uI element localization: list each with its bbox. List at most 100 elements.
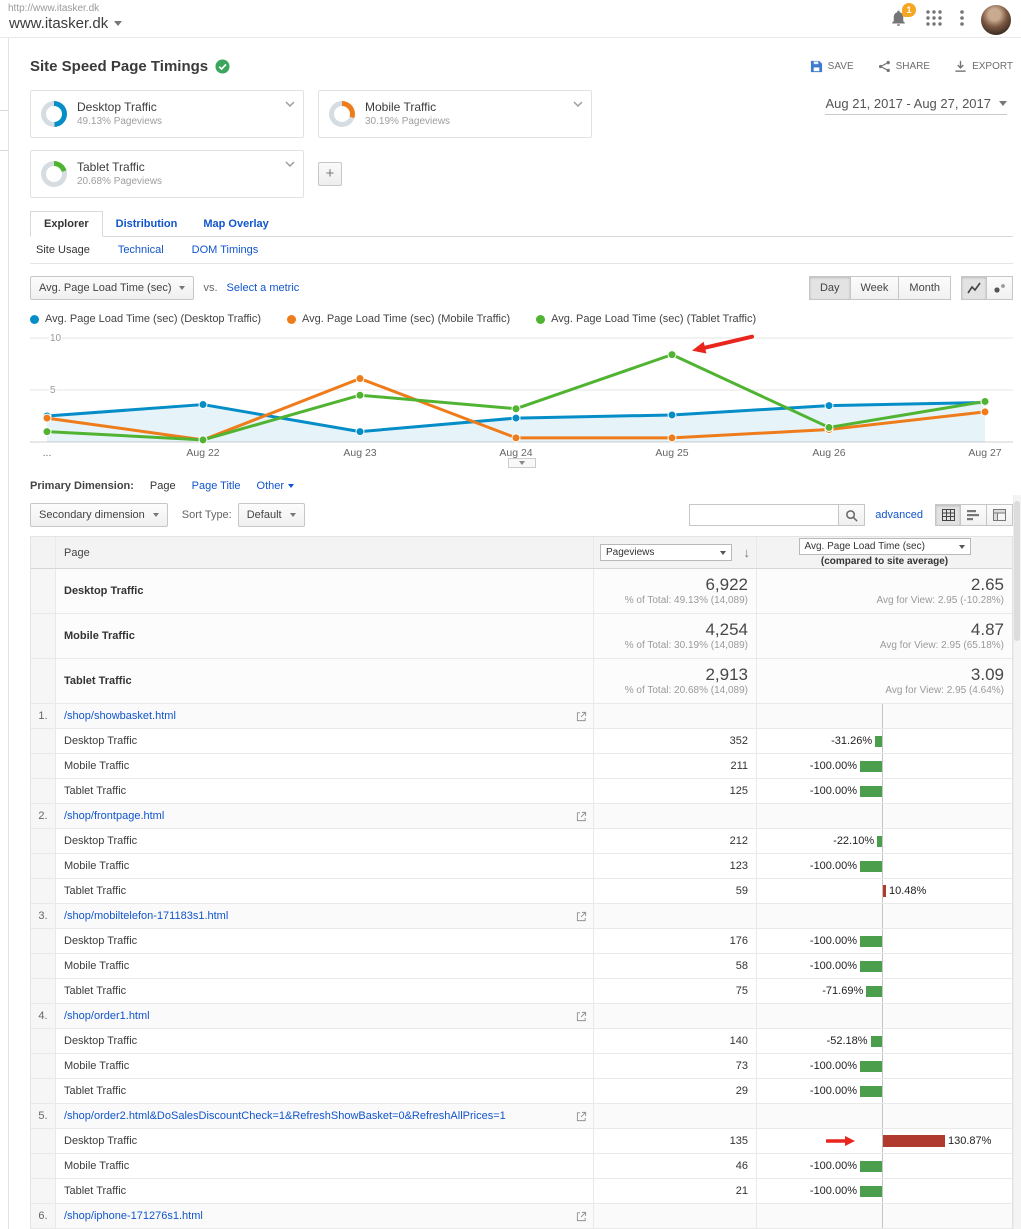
more-menu-button[interactable] bbox=[960, 9, 964, 31]
search-button[interactable] bbox=[839, 504, 866, 526]
dimension-other[interactable]: Other bbox=[257, 480, 295, 492]
pageviews-percent-of-total: % of Total: 20.68% (14,089) bbox=[624, 685, 748, 697]
comparison-view-button[interactable] bbox=[961, 504, 987, 526]
load-time-metric-selector[interactable]: Avg. Page Load Time (sec) bbox=[798, 538, 971, 555]
report-tabs: Explorer Distribution Map Overlay bbox=[30, 210, 1013, 237]
segment-name: Desktop Traffic bbox=[77, 99, 157, 114]
pivot-view-icon bbox=[993, 509, 1006, 521]
segment-row: Tablet Traffic 59 10.48% bbox=[31, 879, 1012, 904]
table-search-input[interactable] bbox=[689, 504, 840, 526]
vertical-scrollbar[interactable] bbox=[1013, 495, 1021, 1229]
granularity-month-button[interactable]: Month bbox=[899, 276, 951, 300]
scrollbar-thumb[interactable] bbox=[1014, 501, 1020, 641]
share-button[interactable]: SHARE bbox=[878, 60, 930, 73]
page-link[interactable]: /shop/showbasket.html bbox=[64, 710, 176, 722]
dimension-page-title[interactable]: Page Title bbox=[191, 480, 241, 492]
pageviews-value: 140 bbox=[729, 1035, 748, 1047]
chart-expander[interactable] bbox=[507, 458, 536, 468]
sort-descending-icon[interactable]: ↓ bbox=[743, 545, 751, 560]
delta-bar bbox=[883, 885, 886, 897]
nav-rail-divider bbox=[0, 150, 8, 151]
row-index bbox=[31, 1129, 56, 1153]
page-link[interactable]: /shop/mobiltelefon-171183s1.html bbox=[64, 910, 229, 922]
notifications-button[interactable]: 1 bbox=[889, 2, 916, 33]
subtab-site-usage[interactable]: Site Usage bbox=[36, 244, 90, 256]
row-index bbox=[31, 879, 56, 903]
sort-type-selector[interactable]: Default bbox=[237, 503, 305, 527]
pivot-view-button[interactable] bbox=[987, 504, 1013, 526]
avatar[interactable] bbox=[981, 5, 1011, 35]
pageviews-metric-selector[interactable]: Pageviews bbox=[600, 544, 732, 561]
save-icon bbox=[810, 60, 822, 72]
delta-bar bbox=[860, 1085, 882, 1097]
pageviews-value: 211 bbox=[730, 760, 748, 772]
page-column-header[interactable]: Page bbox=[64, 546, 90, 559]
pageviews-value: 75 bbox=[735, 985, 748, 997]
advanced-search-link[interactable]: advanced bbox=[875, 509, 923, 521]
page-link[interactable]: /shop/order2.html&DoSalesDiscountCheck=1… bbox=[64, 1110, 506, 1122]
segment-label: Desktop Traffic bbox=[64, 1035, 138, 1047]
motion-chart-view-button[interactable] bbox=[987, 276, 1013, 300]
chevron-down-icon[interactable] bbox=[573, 101, 583, 107]
row-index bbox=[31, 979, 56, 1003]
segment-detail: 49.13% Pageviews bbox=[77, 116, 163, 128]
segment-label: Tablet Traffic bbox=[64, 1085, 127, 1097]
tab-map-overlay[interactable]: Map Overlay bbox=[203, 218, 269, 230]
tab-distribution[interactable]: Distribution bbox=[115, 218, 178, 230]
open-in-new-icon[interactable] bbox=[576, 811, 587, 822]
subtab-technical[interactable]: Technical bbox=[117, 244, 164, 256]
delta-value: -31.26% bbox=[831, 735, 873, 747]
open-in-new-icon[interactable] bbox=[576, 711, 587, 722]
page-link[interactable]: /shop/iphone-171276s1.html bbox=[64, 1210, 203, 1222]
row-index: 5. bbox=[31, 1104, 56, 1128]
open-in-new-icon[interactable] bbox=[576, 1011, 587, 1022]
avg-for-view: Avg for View: 2.95 (-10.28%) bbox=[876, 595, 1004, 607]
segment-card-mobile[interactable]: Mobile Traffic 30.19% Pageviews bbox=[318, 90, 592, 138]
legend-dot-icon bbox=[30, 314, 39, 324]
sort-type-label: Sort Type: bbox=[181, 509, 232, 521]
delta-value: -100.00% bbox=[809, 1160, 857, 1172]
table-view-button[interactable] bbox=[935, 504, 961, 526]
load-time-selector-label: Avg. Page Load Time (sec) bbox=[804, 541, 925, 552]
pageviews-total: 2,913 bbox=[705, 665, 748, 685]
add-segment-button[interactable]: + bbox=[318, 162, 342, 186]
subtab-dom-timings[interactable]: DOM Timings bbox=[191, 244, 259, 256]
segment-row: Mobile Traffic 73 -100.00% bbox=[31, 1054, 1012, 1079]
open-in-new-icon[interactable] bbox=[576, 911, 587, 922]
tab-explorer[interactable]: Explorer bbox=[30, 211, 103, 237]
export-label: EXPORT bbox=[972, 60, 1013, 72]
page-link[interactable]: /shop/frontpage.html bbox=[64, 810, 165, 822]
segment-card-desktop[interactable]: Desktop Traffic 49.13% Pageviews bbox=[30, 90, 304, 138]
avg-load-time: 2.65 bbox=[970, 575, 1004, 595]
segment-row: Tablet Traffic 29 -100.00% bbox=[31, 1079, 1012, 1104]
row-index bbox=[31, 569, 56, 613]
open-in-new-icon[interactable] bbox=[576, 1111, 587, 1122]
pageviews-value: 29 bbox=[735, 1085, 748, 1097]
line-chart-view-button[interactable] bbox=[961, 276, 987, 300]
avg-load-time: 3.09 bbox=[970, 665, 1004, 685]
page-link[interactable]: /shop/order1.html bbox=[64, 1010, 150, 1022]
segment-donut-icon bbox=[329, 101, 355, 127]
secondary-dimension-button[interactable]: Secondary dimension bbox=[30, 503, 168, 527]
avg-load-time: 4.87 bbox=[970, 620, 1004, 640]
open-in-new-icon[interactable] bbox=[576, 1211, 587, 1222]
apps-grid-button[interactable] bbox=[925, 9, 943, 32]
save-button[interactable]: SAVE bbox=[810, 60, 854, 73]
chevron-down-icon bbox=[720, 550, 726, 555]
segment-label: Tablet Traffic bbox=[64, 985, 127, 997]
account-selector[interactable]: www.itasker.dk bbox=[9, 15, 123, 32]
chevron-down-icon[interactable] bbox=[285, 101, 295, 107]
granularity-week-button[interactable]: Week bbox=[850, 276, 900, 300]
export-button[interactable]: EXPORT bbox=[954, 60, 1013, 73]
chevron-down-icon[interactable] bbox=[285, 161, 295, 167]
delta-value: -100.00% bbox=[809, 760, 857, 772]
dimension-page[interactable]: Page bbox=[149, 480, 176, 492]
metric-selector[interactable]: Avg. Page Load Time (sec) bbox=[30, 276, 195, 300]
select-metric-link[interactable]: Select a metric bbox=[226, 282, 300, 294]
segment-card-tablet[interactable]: Tablet Traffic 20.68% Pageviews bbox=[30, 150, 304, 198]
svg-text:Aug 23: Aug 23 bbox=[343, 447, 376, 459]
granularity-day-button[interactable]: Day bbox=[808, 276, 851, 300]
summary-row: Tablet Traffic 2,913% of Total: 20.68% (… bbox=[31, 659, 1012, 704]
table-view-toggles bbox=[935, 504, 1013, 526]
date-range-selector[interactable]: Aug 21, 2017 - Aug 27, 2017 bbox=[825, 96, 1007, 115]
